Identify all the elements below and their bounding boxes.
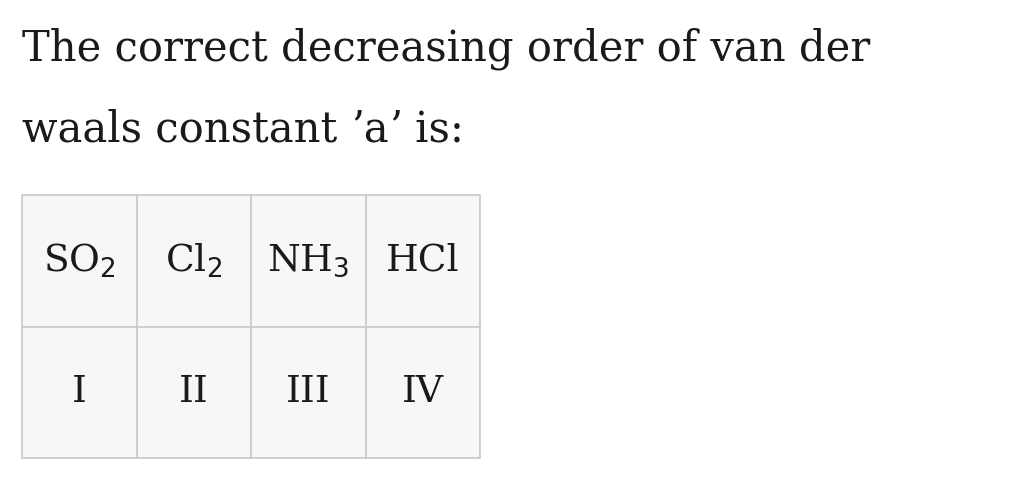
Text: NH$_3$: NH$_3$ — [267, 242, 349, 279]
Text: II: II — [179, 374, 209, 410]
Bar — [22, 195, 480, 458]
Text: Cl$_2$: Cl$_2$ — [165, 242, 222, 280]
Text: HCl: HCl — [386, 243, 460, 279]
Text: III: III — [286, 374, 331, 410]
Text: waals constant ʼaʼ is:: waals constant ʼaʼ is: — [22, 108, 464, 150]
Text: I: I — [72, 374, 87, 410]
Text: SO$_2$: SO$_2$ — [43, 242, 116, 280]
Text: The correct decreasing order of van der: The correct decreasing order of van der — [22, 28, 870, 71]
Text: IV: IV — [401, 374, 443, 410]
